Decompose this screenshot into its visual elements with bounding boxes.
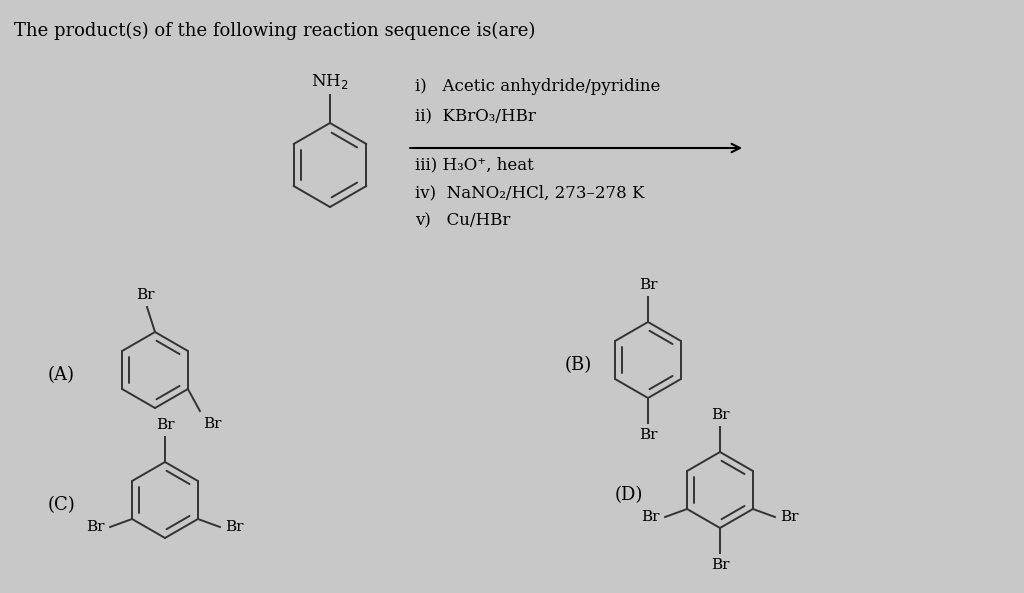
Text: Br: Br (639, 428, 657, 442)
Text: Br: Br (136, 288, 155, 302)
Text: ii)  KBrO₃/HBr: ii) KBrO₃/HBr (415, 108, 536, 125)
Text: Br: Br (203, 417, 221, 431)
Text: iii) H₃O⁺, heat: iii) H₃O⁺, heat (415, 156, 534, 173)
Text: Br: Br (156, 418, 174, 432)
Text: (B): (B) (565, 356, 592, 374)
Text: i)   Acetic anhydride/pyridine: i) Acetic anhydride/pyridine (415, 78, 660, 95)
Text: Br: Br (711, 558, 729, 572)
Text: Br: Br (780, 510, 799, 524)
Text: iv)  NaNO₂/HCl, 273–278 K: iv) NaNO₂/HCl, 273–278 K (415, 184, 644, 201)
Text: NH$_2$: NH$_2$ (311, 72, 349, 91)
Text: The product(s) of the following reaction sequence is(are): The product(s) of the following reaction… (14, 22, 536, 40)
Text: (C): (C) (48, 496, 76, 514)
Text: (A): (A) (48, 366, 75, 384)
Text: Br: Br (225, 520, 244, 534)
Text: v)   Cu/HBr: v) Cu/HBr (415, 212, 510, 229)
Text: Br: Br (711, 408, 729, 422)
Text: (D): (D) (615, 486, 643, 504)
Text: Br: Br (87, 520, 105, 534)
Text: Br: Br (639, 278, 657, 292)
Text: Br: Br (642, 510, 660, 524)
